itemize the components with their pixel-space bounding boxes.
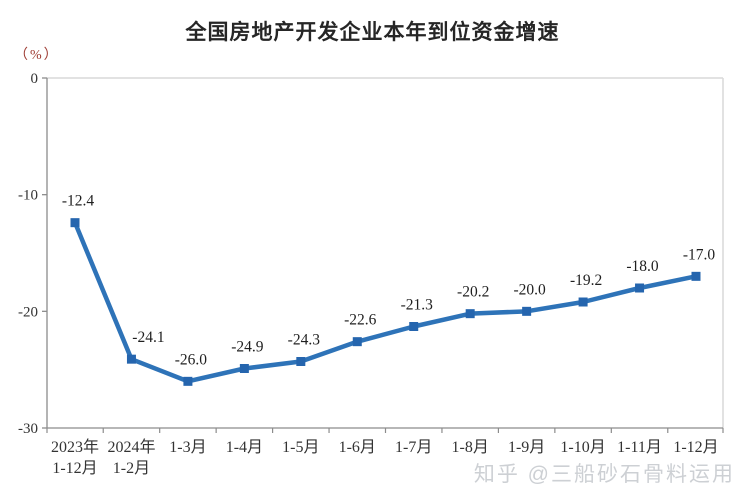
data-label: -21.3 (401, 297, 434, 314)
data-label: -17.0 (683, 246, 716, 263)
data-line (72, 220, 699, 384)
y-tick-label: -10 (18, 188, 38, 204)
x-category-label: 1-12月 (673, 439, 718, 456)
x-category-label: 1-9月 (508, 439, 545, 456)
data-point-marker (352, 337, 362, 347)
data-point-marker (296, 357, 306, 366)
x-category-label: 1-5月 (282, 439, 319, 456)
x-category-label: 1-3月 (169, 439, 206, 456)
data-point-marker (70, 218, 80, 228)
x-category-label: 1-8月 (452, 439, 489, 456)
data-label: -24.3 (288, 332, 321, 349)
data-point-marker (183, 376, 193, 386)
x-category-label: 1-4月 (226, 439, 263, 456)
data-point-marker (635, 283, 645, 293)
x-category-label: 2024年 1-2月 (107, 438, 155, 477)
y-tick-label: -20 (18, 304, 38, 320)
data-point-marker (126, 354, 136, 364)
data-label: -20.0 (513, 281, 546, 298)
data-point-marker (522, 306, 532, 316)
chart-title: 全国房地产开发企业本年到位资金增速 (185, 21, 560, 44)
data-label: -24.9 (231, 339, 264, 356)
y-axis-unit-label: （%） (14, 48, 60, 63)
data-label: -24.1 (132, 329, 164, 346)
data-label: -19.2 (570, 272, 602, 289)
data-label: -22.6 (344, 312, 377, 329)
data-point-marker (239, 364, 249, 373)
x-category-label: 1-11月 (617, 439, 662, 456)
data-point-marker (578, 297, 588, 307)
y-tick-label: 0 (31, 71, 39, 87)
watermark: 知乎 @三船砂石骨料运用 (473, 463, 735, 486)
x-category-label: 1-6月 (339, 439, 376, 456)
y-tick-label: -30 (18, 421, 38, 437)
x-category-label: 2023年 1-12月 (51, 438, 99, 477)
data-label: -26.0 (175, 351, 208, 368)
data-point-marker (409, 322, 419, 331)
data-label: -18.0 (626, 258, 659, 275)
data-label: -12.4 (62, 193, 95, 210)
data-point-marker (465, 309, 475, 319)
x-category-label: 1-10月 (560, 439, 605, 456)
x-category-label: 1-7月 (395, 439, 432, 456)
data-label: -20.2 (457, 284, 489, 301)
data-point-marker (691, 271, 701, 281)
